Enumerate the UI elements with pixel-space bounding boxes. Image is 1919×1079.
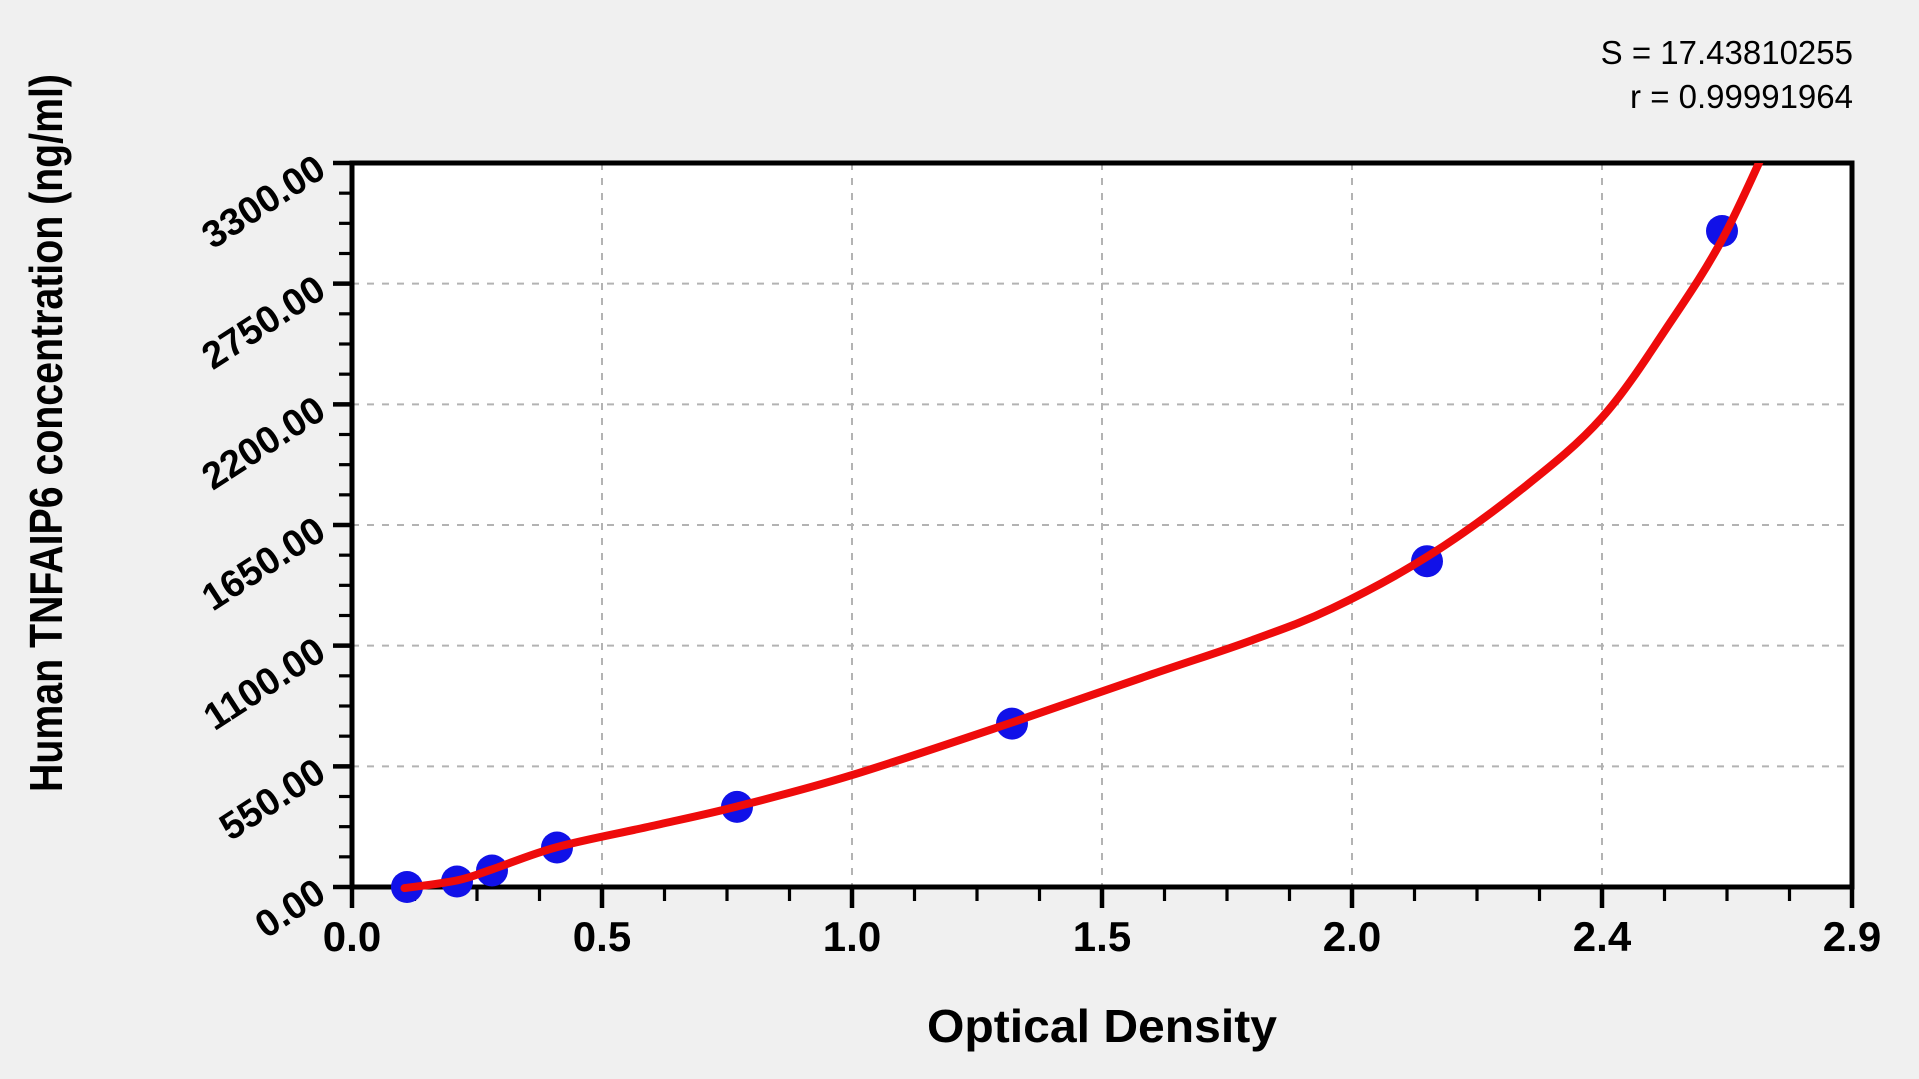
- plot-frame: [349, 160, 1855, 890]
- y-tick-label: 550.00: [213, 751, 333, 850]
- x-tick-label: 1.5: [1073, 913, 1131, 960]
- stats-s-value: S = 17.43810255: [1601, 34, 1853, 71]
- x-tick-label: 1.0: [823, 913, 881, 960]
- stats-r-value: r = 0.99991964: [1630, 78, 1853, 115]
- y-tick-label: 2200.00: [195, 389, 333, 499]
- x-tick-label: 0.5: [573, 913, 631, 960]
- y-tick-label: 0.00: [248, 871, 333, 947]
- y-tick-label: 1650.00: [195, 509, 333, 619]
- y-tick-label: 2750.00: [195, 268, 333, 378]
- x-tick-label: 2.0: [1323, 913, 1381, 960]
- x-tick-label: 0.0: [323, 913, 381, 960]
- x-axis-title: Optical Density: [927, 1000, 1277, 1052]
- y-tick-label: 3300.00: [195, 147, 333, 257]
- fit-curve-line: [400, 163, 1764, 893]
- x-tick-label: 2.4: [1573, 913, 1632, 960]
- y-axis-title: Human TNFAIP6 concentration (ng/ml): [20, 74, 72, 792]
- x-tick-label: 2.9: [1823, 913, 1881, 960]
- y-tick-label: 1100.00: [197, 630, 333, 739]
